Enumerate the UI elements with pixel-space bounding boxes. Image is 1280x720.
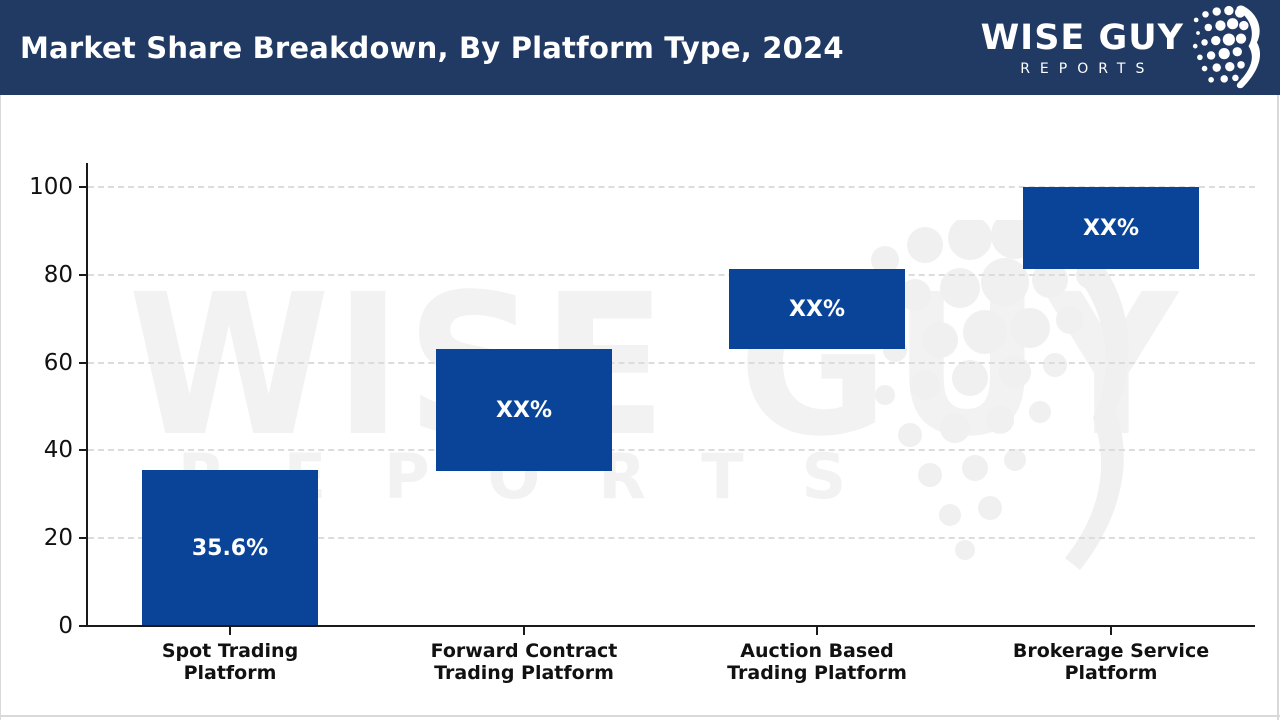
y-tick-label-100: 100 bbox=[29, 174, 73, 200]
y-tick-40 bbox=[79, 449, 87, 451]
gridline-80 bbox=[88, 274, 1255, 276]
gridline-100 bbox=[88, 186, 1255, 188]
logo-head-icon bbox=[1192, 4, 1261, 88]
bar-1: 35.6% bbox=[142, 470, 318, 626]
x-tick-4 bbox=[1110, 627, 1112, 635]
y-tick-100 bbox=[79, 186, 87, 188]
y-tick-label-40: 40 bbox=[43, 437, 73, 463]
bar-value-label-4: XX% bbox=[1083, 215, 1139, 241]
bar-4: XX% bbox=[1023, 187, 1199, 269]
y-tick-label-80: 80 bbox=[43, 262, 73, 288]
chart-title: Market Share Breakdown, By Platform Type… bbox=[20, 30, 844, 65]
y-tick-label-0: 0 bbox=[58, 613, 73, 639]
frame-left-border bbox=[0, 95, 1, 720]
logo-subtitle: REPORTS bbox=[1020, 60, 1155, 77]
x-tick-3 bbox=[816, 627, 818, 635]
y-tick-80 bbox=[79, 274, 87, 276]
logo-wordmark: WISE GUY bbox=[980, 17, 1184, 58]
x-axis-line bbox=[86, 625, 1255, 627]
x-category-label-1: Spot Trading Platform bbox=[161, 640, 299, 684]
watermark-head-icon bbox=[865, 220, 1129, 570]
x-tick-2 bbox=[523, 627, 525, 635]
header-band: Market Share Breakdown, By Platform Type… bbox=[0, 0, 1280, 95]
gridline-40 bbox=[88, 449, 1255, 451]
y-axis-line bbox=[86, 163, 88, 627]
bar-2: XX% bbox=[436, 349, 612, 471]
bar-value-label-1: 35.6% bbox=[191, 535, 269, 561]
x-category-label-3: Auction Based Trading Platform bbox=[727, 640, 907, 684]
gridline-60 bbox=[88, 362, 1255, 364]
bar-value-label-2: XX% bbox=[496, 397, 552, 423]
wise-guy-logo: WISE GUY REPORTS bbox=[981, 4, 1266, 91]
y-tick-60 bbox=[79, 362, 87, 364]
x-tick-1 bbox=[229, 627, 231, 635]
gridline-20 bbox=[88, 537, 1255, 539]
y-tick-20 bbox=[79, 537, 87, 539]
bar-3: XX% bbox=[729, 269, 905, 349]
frame-bottom-border bbox=[0, 715, 1280, 717]
x-category-label-2: Forward Contract Trading Platform bbox=[430, 640, 618, 684]
y-tick-0 bbox=[79, 625, 87, 627]
y-tick-label-20: 20 bbox=[43, 525, 73, 551]
frame-right-border bbox=[1277, 95, 1279, 720]
bar-value-label-3: XX% bbox=[789, 296, 845, 322]
y-tick-label-60: 60 bbox=[43, 350, 73, 376]
x-category-label-4: Brokerage Service Platform bbox=[1012, 640, 1210, 684]
logo-text: WISE GUY REPORTS bbox=[981, 18, 1184, 78]
